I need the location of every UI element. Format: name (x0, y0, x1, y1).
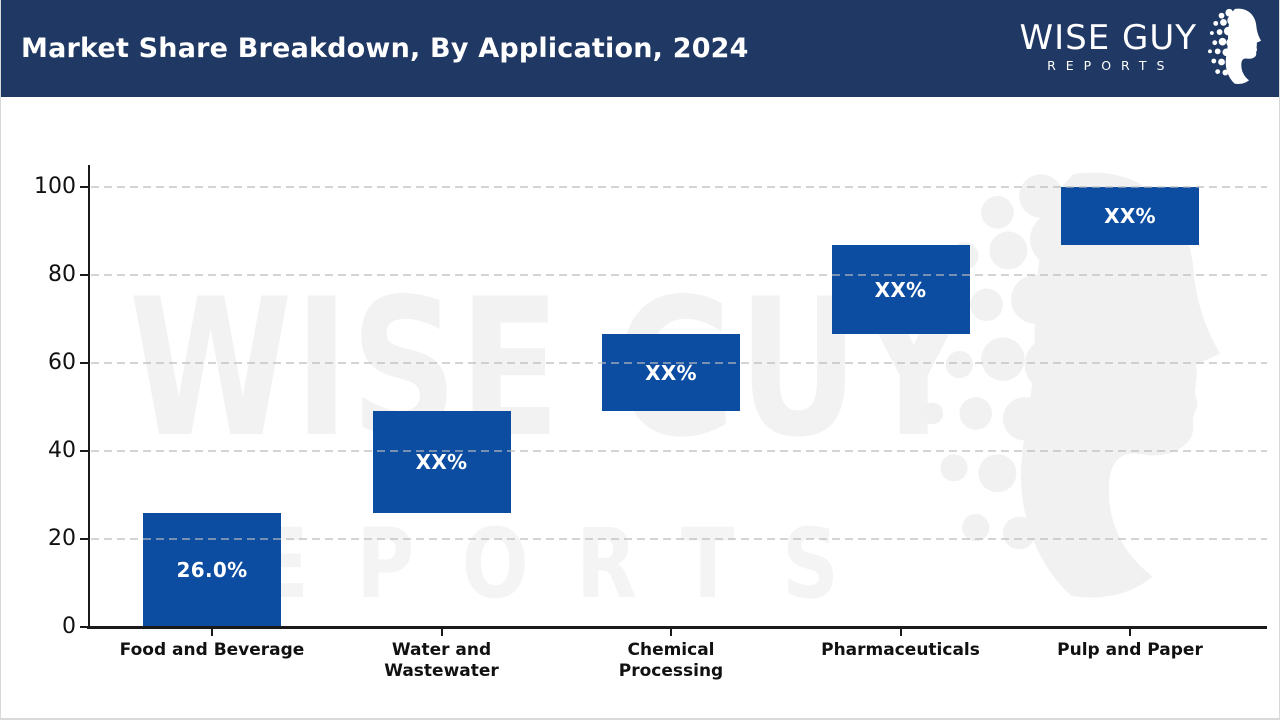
y-tick-label-100: 100 (34, 174, 76, 199)
dotted-head-profile-icon (1208, 8, 1262, 85)
brand-name: WISE GUY (1019, 17, 1197, 58)
x-tick-4 (899, 627, 902, 636)
y-tick-40 (80, 450, 88, 452)
watermark-brand-name: WISE GUY (129, 258, 969, 479)
x-tick-1 (211, 627, 213, 636)
brand-tagline: REPORTS (1047, 58, 1175, 74)
bar-value-label: XX% (415, 449, 468, 474)
gridline-60 (91, 362, 1267, 364)
bar-value-label: XX% (874, 277, 927, 302)
y-tick-label-20: 20 (48, 526, 76, 551)
y-tick-60 (80, 362, 88, 364)
y-tick-80 (80, 274, 88, 276)
category-label-chemical-processing: Chemical Processing (618, 640, 724, 682)
header-bar: Market Share Breakdown, By Application, … (1, 0, 1279, 97)
y-tick-label-0: 0 (62, 614, 76, 639)
category-label-pharmaceuticals: Pharmaceuticals (821, 640, 980, 660)
category-label-pulp-and-paper: Pulp and Paper (1057, 640, 1203, 660)
gridline-40 (91, 450, 1267, 452)
brand-text: WISE GUY REPORTS (1019, 17, 1197, 74)
y-tick-20 (80, 538, 88, 540)
y-tick-label-80: 80 (48, 262, 76, 287)
gridline-20 (91, 538, 1267, 540)
bar-food-and-beverage: 26.0% (143, 512, 281, 627)
bar-chemical-processing: XX% (602, 334, 740, 412)
y-tick-label-60: 60 (48, 350, 76, 375)
x-tick-3 (670, 627, 672, 636)
brand-logo: WISE GUY REPORTS (1019, 6, 1273, 88)
bar-value-label: 26.0% (176, 557, 248, 582)
category-label-food-and-beverage: Food and Beverage (119, 640, 305, 660)
bar-value-label: XX% (645, 360, 697, 385)
x-tick-2 (440, 627, 443, 636)
bar-pulp-and-paper: XX% (1061, 187, 1199, 246)
y-tick-label-40: 40 (48, 438, 76, 463)
y-tick-100 (80, 186, 88, 188)
x-axis-line (87, 626, 1267, 629)
y-tick-0 (80, 626, 88, 628)
page-title: Market Share Breakdown, By Application, … (21, 33, 749, 64)
y-axis-line (88, 165, 90, 629)
gridline-100 (91, 186, 1267, 188)
bar-water-and-wastewater: XX% (372, 411, 511, 513)
bar-value-label: XX% (1104, 204, 1156, 229)
gridline-80 (91, 274, 1267, 276)
bar-pharmaceuticals: XX% (831, 245, 970, 335)
x-tick-5 (1129, 627, 1131, 636)
category-label-water-and-wastewater: Water and Wastewater (384, 640, 499, 682)
